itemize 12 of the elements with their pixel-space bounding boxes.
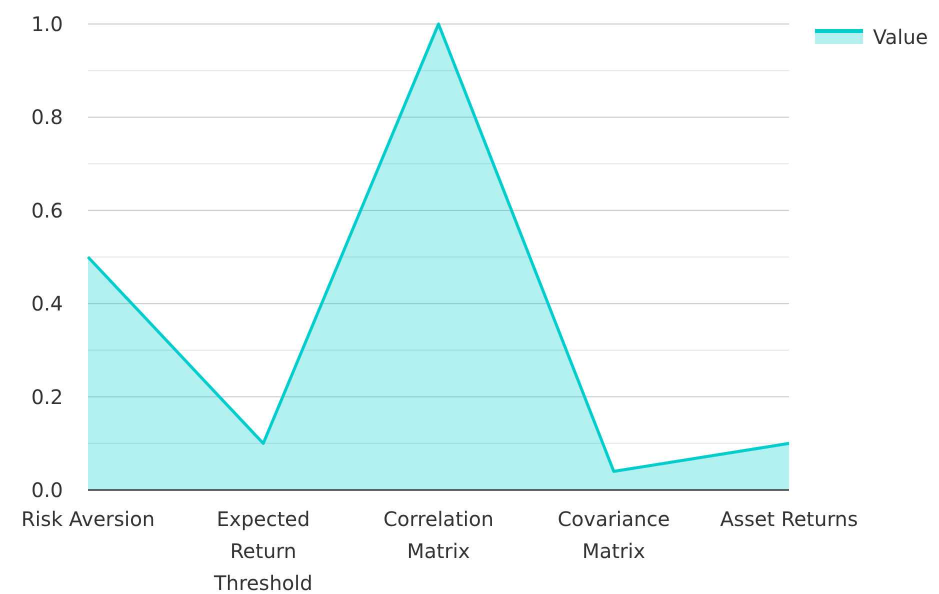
y-tick-label: 0.0 [31, 478, 63, 502]
x-tick-label: Expected Return Threshold [212, 507, 313, 594]
x-tick-label: Risk Aversion [21, 507, 155, 531]
x-tick-label: Asset Returns [720, 507, 858, 531]
y-tick-label: 1.0 [31, 12, 63, 36]
y-tick-label: 0.4 [31, 292, 63, 316]
legend-label: Value [873, 25, 928, 49]
y-tick-label: 0.2 [31, 384, 63, 409]
x-tick-label: Correlation Matrix [383, 507, 494, 563]
y-tick-label: 0.8 [31, 105, 63, 130]
x-tick-label: Covariance Matrix [558, 507, 670, 563]
y-tick-label: 0.6 [31, 198, 63, 222]
